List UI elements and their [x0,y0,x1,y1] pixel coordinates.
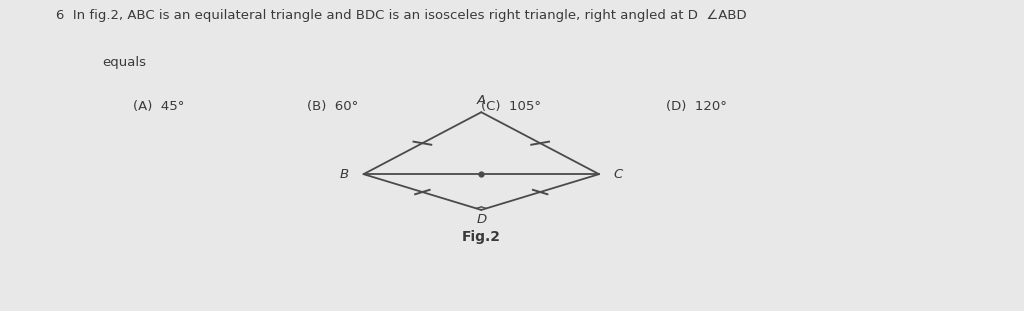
Text: (A)  45°: (A) 45° [133,100,184,113]
Text: 6  In fig.2, ABC is an equilateral triangle and BDC is an isosceles right triang: 6 In fig.2, ABC is an equilateral triang… [56,9,746,22]
Text: A: A [477,94,485,107]
Text: Fig.2: Fig.2 [462,230,501,244]
Text: D: D [476,213,486,226]
Text: B: B [340,168,349,181]
Text: equals: equals [102,56,146,69]
Text: (B)  60°: (B) 60° [307,100,358,113]
Text: C: C [613,168,623,181]
Text: (C)  105°: (C) 105° [481,100,542,113]
Text: (D)  120°: (D) 120° [666,100,726,113]
